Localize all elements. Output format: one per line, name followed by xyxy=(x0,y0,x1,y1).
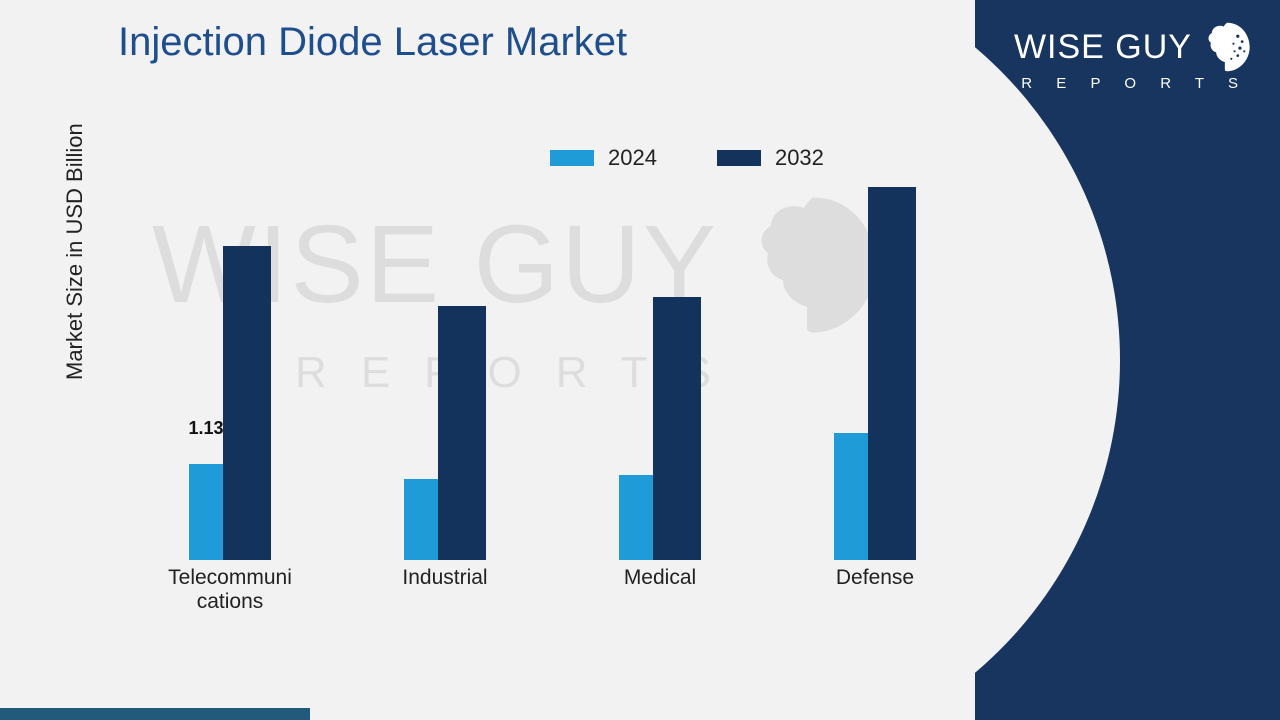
legend-swatch-2032 xyxy=(717,150,761,166)
bottom-accent-bar xyxy=(0,708,310,720)
legend: 2024 2032 xyxy=(550,145,824,171)
legend-swatch-2024 xyxy=(550,150,594,166)
bar-group: Medical xyxy=(600,297,720,560)
bar-2032 xyxy=(438,306,486,560)
bar-2024 xyxy=(404,479,438,560)
bar-group: Industrial xyxy=(385,306,505,560)
brand-logo: WISE GUY R E P O R T S xyxy=(1014,20,1254,91)
legend-item-2024: 2024 xyxy=(550,145,657,171)
chart-canvas: WISE GUY R E P O R T S Injection Diode L… xyxy=(0,0,1280,720)
x-axis-label: Defense xyxy=(785,560,965,590)
x-axis-label: Industrial xyxy=(355,560,535,590)
bar-group: 1.13Telecommunications xyxy=(170,246,290,560)
y-axis-label: Market Size in USD Billion xyxy=(62,123,88,380)
legend-item-2032: 2032 xyxy=(717,145,824,171)
legend-label-2024: 2024 xyxy=(608,145,657,171)
chart-area: 1.13Telecommunications Industrial Medical D… xyxy=(110,170,940,600)
bar-2032 xyxy=(223,246,271,560)
legend-label-2032: 2032 xyxy=(775,145,824,171)
bar-2024 xyxy=(834,433,868,560)
bar-value-label: 1.13 xyxy=(188,418,223,439)
chart-title: Injection Diode Laser Market xyxy=(118,20,627,65)
plot-area: 1.13Telecommunications Industrial Medical D… xyxy=(110,170,940,560)
bar-2032 xyxy=(653,297,701,560)
bar-group: Defense xyxy=(815,187,935,560)
bar-2032 xyxy=(868,187,916,560)
x-axis-label: Medical xyxy=(570,560,750,590)
bar-2024 xyxy=(619,475,653,560)
brand-text-sub: R E P O R T S xyxy=(1014,76,1254,91)
bar-2024 xyxy=(189,464,223,560)
brand-text-top: WISE GUY xyxy=(1014,30,1192,64)
brand-head-icon xyxy=(1200,20,1254,74)
x-axis-label: Telecommunications xyxy=(140,560,320,614)
